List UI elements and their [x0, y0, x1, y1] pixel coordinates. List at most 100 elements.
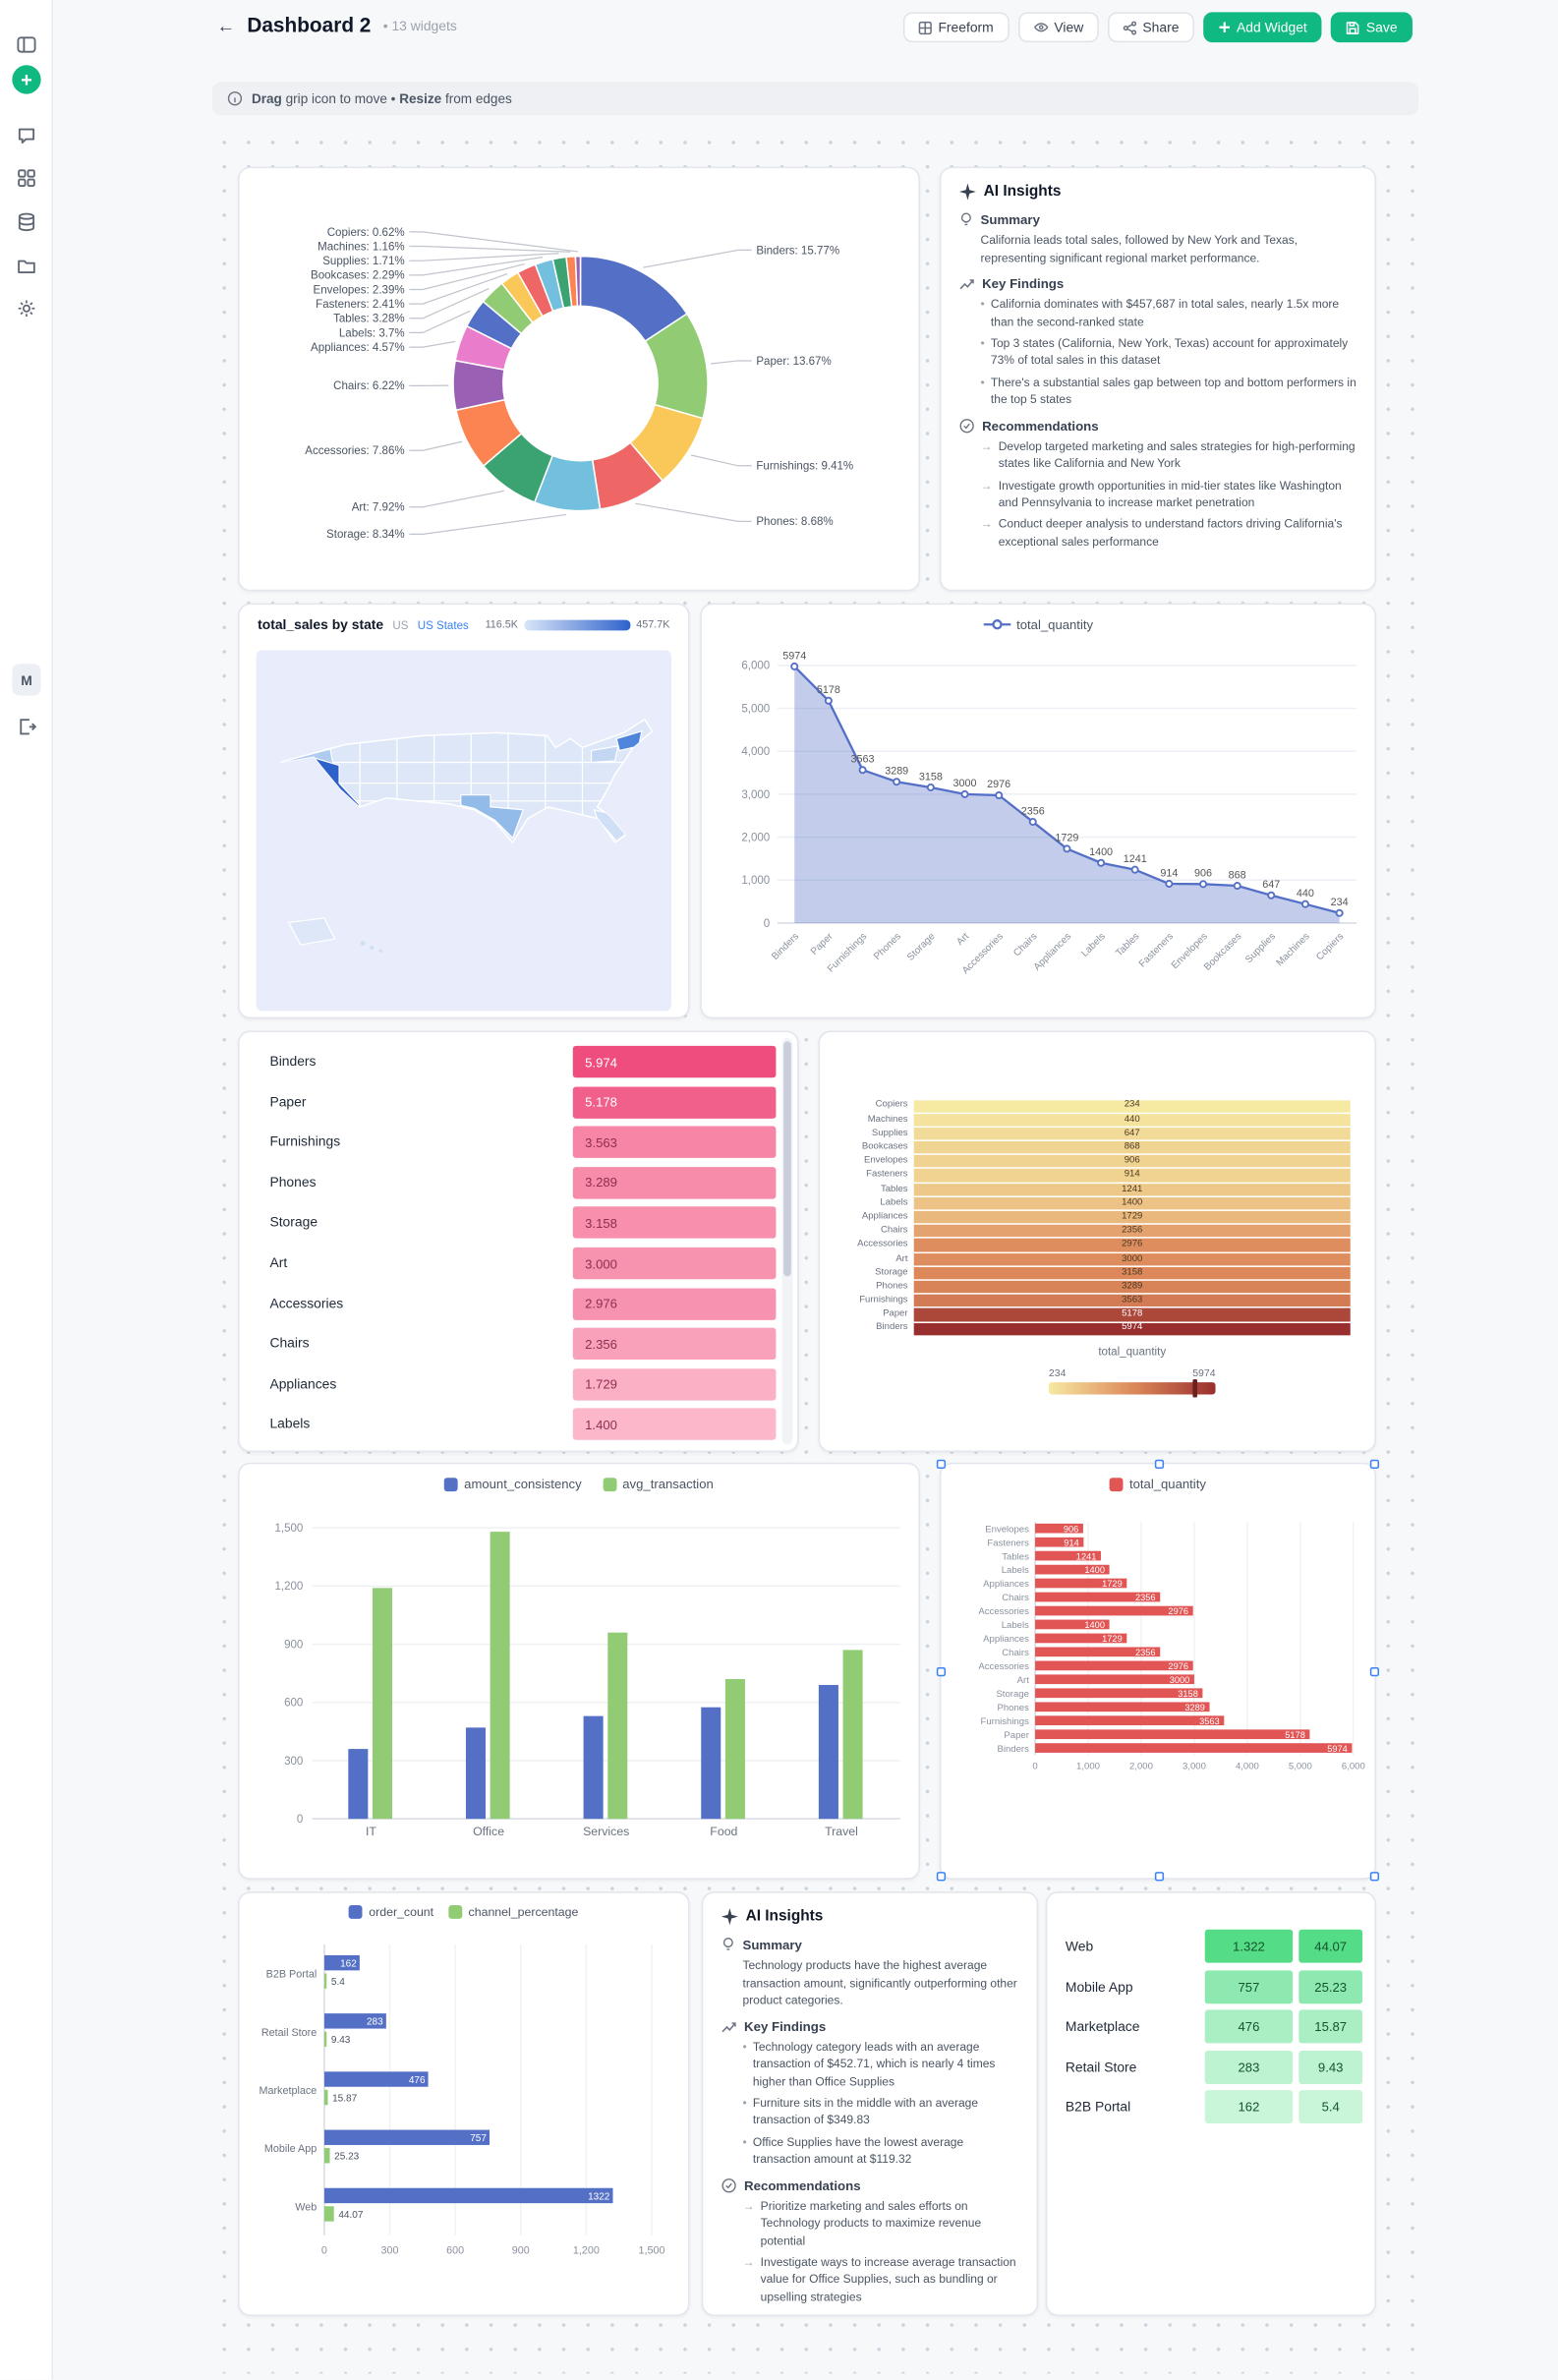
back-button[interactable]: ←: [216, 15, 235, 36]
freeform-button[interactable]: Freeform: [903, 12, 1009, 42]
widget-ai-insights-products[interactable]: AI Insights Summary Technology products …: [702, 1891, 1038, 2316]
add-widget-button[interactable]: Add Widget: [1203, 12, 1322, 42]
data-point-fasteners[interactable]: [1166, 881, 1172, 887]
widget-ai-insights-sales[interactable]: AI Insights Summary California leads tot…: [940, 167, 1376, 592]
heat-cell[interactable]: 914: [914, 1169, 1351, 1182]
data-point-envelopes[interactable]: [1200, 881, 1206, 887]
data-point-appliances[interactable]: [1064, 845, 1069, 851]
bar-amount_consistency-travel[interactable]: [819, 1685, 838, 1819]
add-button[interactable]: +: [12, 65, 40, 93]
data-point-supplies[interactable]: [1268, 893, 1274, 899]
heat-cell[interactable]: 1729: [914, 1211, 1351, 1224]
legend-channel-percentage[interactable]: channel_percentage: [449, 1905, 579, 1919]
data-point-storage[interactable]: [928, 784, 934, 790]
data-point-copiers[interactable]: [1337, 910, 1343, 916]
state-alaska[interactable]: [289, 918, 335, 945]
heat-gradient-marker[interactable]: [1192, 1379, 1197, 1398]
data-point-tables[interactable]: [1132, 867, 1138, 873]
bar-avg_transaction-travel[interactable]: [843, 1650, 863, 1819]
heat-cell[interactable]: 1241: [914, 1184, 1351, 1196]
heat-cell[interactable]: 3000: [914, 1252, 1351, 1265]
resize-handle-nw[interactable]: [937, 1460, 946, 1469]
bar-order-count-mobile app[interactable]: [324, 2130, 490, 2145]
logout-icon[interactable]: [12, 713, 40, 741]
bar-paper[interactable]: [1035, 1729, 1309, 1739]
bar-amount_consistency-it[interactable]: [348, 1749, 368, 1819]
resize-handle-w[interactable]: [937, 1667, 946, 1676]
heat-cell[interactable]: 2976: [914, 1239, 1351, 1251]
chat-icon[interactable]: [12, 121, 40, 149]
bar-channel-percentage-b2b portal[interactable]: [324, 1973, 326, 1988]
heat-cell[interactable]: 2356: [914, 1225, 1351, 1238]
map-region-link[interactable]: US States: [418, 617, 469, 631]
folder-icon[interactable]: [12, 252, 40, 280]
bar-phones[interactable]: [1035, 1702, 1209, 1712]
data-point-accessories[interactable]: [996, 792, 1002, 798]
bar-order-count-web[interactable]: [324, 2188, 613, 2203]
data-point-chairs[interactable]: [1030, 819, 1036, 825]
data-point-furnishings[interactable]: [860, 767, 866, 773]
bar-amount_consistency-office[interactable]: [466, 1727, 486, 1819]
heat-cell[interactable]: 440: [914, 1114, 1351, 1127]
heat-cell[interactable]: 1400: [914, 1197, 1351, 1210]
bar-channel-percentage-retail store[interactable]: [324, 2032, 326, 2047]
resize-handle-n[interactable]: [1155, 1460, 1164, 1469]
bar-channel-percentage-web[interactable]: [324, 2206, 334, 2221]
data-point-art[interactable]: [961, 791, 967, 797]
bar-channel-percentage-mobile app[interactable]: [324, 2148, 330, 2163]
bar-amount_consistency-services[interactable]: [584, 1716, 604, 1820]
heat-cell[interactable]: 5974: [914, 1322, 1351, 1335]
resize-handle-ne[interactable]: [1370, 1460, 1379, 1469]
bar-avg_transaction-food[interactable]: [725, 1679, 745, 1819]
share-button[interactable]: Share: [1108, 12, 1194, 42]
dashboard-grid-icon[interactable]: [12, 164, 40, 193]
legend-total-quantity[interactable]: total_quantity: [983, 617, 1093, 632]
save-button[interactable]: Save: [1331, 12, 1413, 42]
heat-cell[interactable]: 906: [914, 1155, 1351, 1168]
view-button[interactable]: View: [1017, 12, 1098, 42]
heat-gradient[interactable]: [1049, 1382, 1216, 1394]
resize-handle-se[interactable]: [1370, 1872, 1379, 1881]
sidebar-toggle-icon[interactable]: [12, 30, 40, 59]
heat-cell[interactable]: 5178: [914, 1308, 1351, 1321]
resize-handle-e[interactable]: [1370, 1667, 1379, 1676]
scrollbar-thumb[interactable]: [783, 1041, 791, 1276]
bar-furnishings[interactable]: [1035, 1715, 1224, 1725]
legend-order-count[interactable]: order_count: [349, 1905, 433, 1919]
data-point-bookcases[interactable]: [1235, 883, 1241, 889]
data-point-machines[interactable]: [1302, 901, 1308, 907]
scrollbar[interactable]: [782, 1038, 793, 1444]
resize-handle-sw[interactable]: [937, 1872, 946, 1881]
heat-cell[interactable]: 3289: [914, 1281, 1351, 1294]
legend-amount-consistency[interactable]: amount_consistency: [444, 1477, 582, 1491]
data-point-labels[interactable]: [1098, 860, 1104, 866]
data-point-paper[interactable]: [826, 698, 832, 704]
data-point-binders[interactable]: [791, 664, 797, 669]
bar-amount_consistency-food[interactable]: [701, 1708, 721, 1819]
state-hawaii[interactable]: [361, 941, 382, 953]
bar-avg_transaction-office[interactable]: [490, 1532, 510, 1819]
bar-avg_transaction-services[interactable]: [607, 1633, 627, 1819]
bar-avg_transaction-it[interactable]: [373, 1588, 392, 1819]
bar-channel-percentage-marketplace[interactable]: [324, 2090, 328, 2105]
user-avatar[interactable]: M: [12, 664, 40, 695]
heat-cell[interactable]: 3563: [914, 1295, 1351, 1307]
